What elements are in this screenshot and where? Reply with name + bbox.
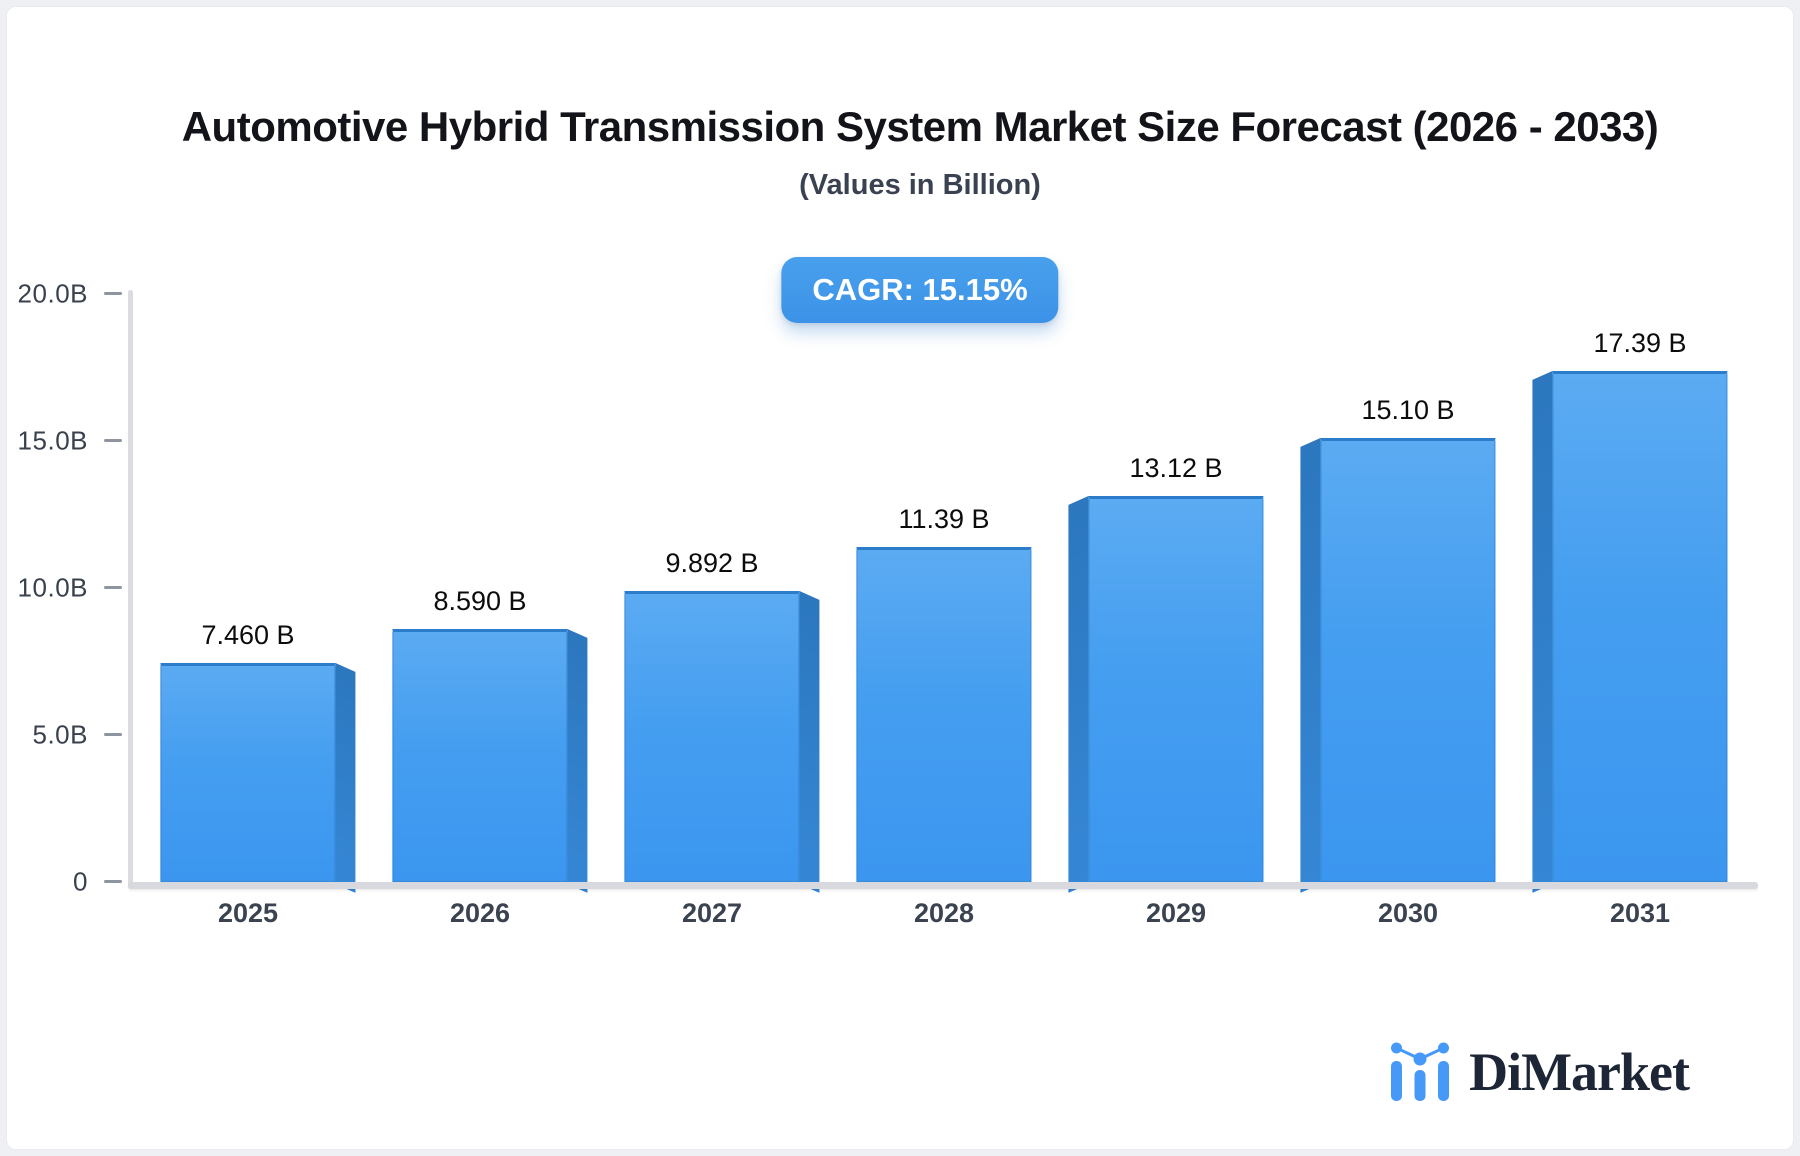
y-axis-tick-label: 0 [73,866,88,897]
mini-bar-chart-icon [1391,1042,1450,1101]
cagr-badge-label: CAGR: 15.15% [812,272,1028,307]
x-axis-label: 2030 [1377,898,1439,928]
y-axis-tick-label: 15.0B [17,425,88,456]
bar-3d-side [1300,438,1321,893]
bar-2026: 8.590 B [392,586,588,893]
bar-2030: 15.10 B [1300,395,1496,893]
bar-2027: 9.892 B [624,548,820,893]
y-axis-tick-mark [104,292,122,295]
bar-value-label: 15.10 B [1361,395,1455,426]
bar-face [1088,496,1264,882]
bar-2031: 17.39 B [1532,328,1728,893]
bar-slot: 9.892 B 2027 [596,294,828,928]
bar-value-label: 8.590 B [433,586,527,617]
y-axis-tick-mark [104,733,122,736]
brand-name: DiMarket [1469,1042,1690,1102]
bar-slot: 11.39 B 2028 [828,294,1060,928]
bar-3d-side [799,591,820,893]
bar-2029: 13.12 B [1068,453,1264,893]
bar-value-label: 7.460 B [201,619,295,650]
bar-slot: 13.12 B 2029 [1060,294,1292,928]
bar-face [1320,438,1496,882]
chart-title: Automotive Hybrid Transmission System Ma… [181,103,1659,150]
bar-face [392,629,568,882]
bar-2025: 7.460 B [160,620,356,893]
bar-value-label: 13.12 B [1129,453,1223,484]
y-axis-tick-mark [104,439,122,442]
chart-card: Automotive Hybrid Transmission System Ma… [6,6,1794,1150]
bar-face [624,591,800,882]
y-axis-line [128,290,133,889]
bars-container: 7.460 B 2025 8.590 B 2026 9.892 B 2027 11.39 B… [132,294,1756,928]
bar-face [1552,370,1728,882]
chart-subtitle: (Values in Billion) [799,169,1041,201]
y-axis-tick-label: 10.0B [17,572,88,603]
bar-slot: 15.10 B 2030 [1292,294,1524,928]
bar-3d-side [335,662,356,893]
bar-face [160,662,336,882]
bar-value-label: 9.892 B [665,548,759,579]
bar-2028: 11.39 B [856,504,1032,882]
x-axis-line [128,882,1758,889]
bar-slot: 8.590 B 2026 [364,294,596,928]
bar-slot: 17.39 B 2031 [1524,294,1756,928]
y-axis-tick-label: 5.0B [32,719,88,750]
bar-3d-side [1068,496,1089,893]
bar-3d-side [567,629,588,893]
cagr-badge: CAGR: 15.15% [781,257,1059,323]
bar-slot: 7.460 B 2025 [132,294,364,928]
y-axis: 20.0B 15.0B 10.0B 5.0B 0 [7,279,132,897]
bar-value-label: 17.39 B [1593,327,1687,358]
plot-area: 20.0B 15.0B 10.0B 5.0B 0 7.460 B 2025 8.590 B 2… [18,279,1758,928]
y-axis-tick-label: 20.0B [17,278,88,309]
x-axis-label: 2029 [1145,898,1207,928]
x-axis-label: 2031 [1609,898,1671,928]
bar-3d-side [1532,370,1553,893]
y-axis-tick-mark [104,586,122,589]
brand-logo: DiMarket [1385,1039,1690,1105]
x-axis-label: 2027 [681,898,743,928]
bar-face [856,547,1032,882]
x-axis-label: 2025 [217,898,279,928]
bar-value-label: 11.39 B [898,504,990,535]
y-axis-tick-mark [104,880,122,883]
x-axis-label: 2028 [913,898,975,928]
x-axis-label: 2026 [449,898,511,928]
